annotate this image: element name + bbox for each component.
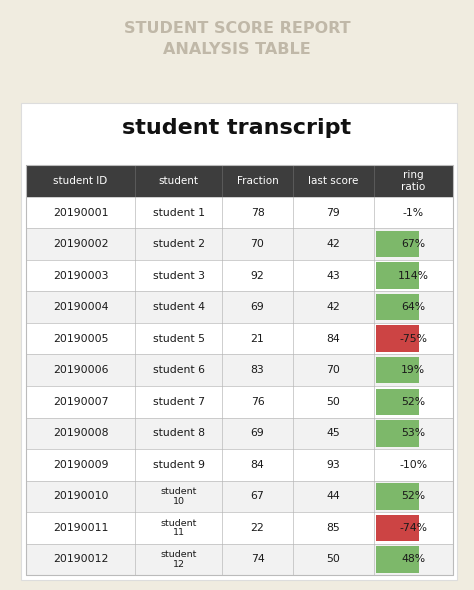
Text: 20190011: 20190011 [53, 523, 108, 533]
Text: student 3: student 3 [153, 271, 205, 281]
Text: 48%: 48% [401, 555, 425, 565]
Text: -75%: -75% [399, 334, 427, 344]
Text: student 4: student 4 [153, 302, 205, 312]
Text: -1%: -1% [402, 208, 424, 218]
Text: 50: 50 [326, 555, 340, 565]
Text: student
10: student 10 [160, 487, 197, 506]
Text: 70: 70 [251, 239, 264, 249]
Text: 43: 43 [326, 271, 340, 281]
Text: student transcript: student transcript [122, 118, 352, 138]
Text: 52%: 52% [401, 491, 425, 502]
Text: 79: 79 [326, 208, 340, 218]
Text: 93: 93 [326, 460, 340, 470]
Text: student 5: student 5 [153, 334, 205, 344]
Text: 19%: 19% [401, 365, 425, 375]
Text: student 2: student 2 [153, 239, 205, 249]
Text: 76: 76 [251, 396, 264, 407]
Text: 84: 84 [251, 460, 264, 470]
Text: 74: 74 [251, 555, 264, 565]
Text: 70: 70 [326, 365, 340, 375]
Text: 20190009: 20190009 [53, 460, 108, 470]
Text: 20190005: 20190005 [53, 334, 108, 344]
Text: Fraction: Fraction [237, 176, 278, 186]
Text: 52%: 52% [401, 396, 425, 407]
Text: 22: 22 [251, 523, 264, 533]
Text: 67: 67 [251, 491, 264, 502]
Text: 44: 44 [326, 491, 340, 502]
Text: 45: 45 [326, 428, 340, 438]
Text: student
11: student 11 [160, 519, 197, 537]
Text: -74%: -74% [399, 523, 427, 533]
Text: 20190002: 20190002 [53, 239, 108, 249]
Text: 84: 84 [326, 334, 340, 344]
Text: ring
ratio: ring ratio [401, 170, 425, 192]
Text: 20190012: 20190012 [53, 555, 108, 565]
Text: 114%: 114% [398, 271, 428, 281]
Text: student 6: student 6 [153, 365, 205, 375]
Text: 53%: 53% [401, 428, 425, 438]
Text: 69: 69 [251, 302, 264, 312]
Text: 64%: 64% [401, 302, 425, 312]
Text: 20190001: 20190001 [53, 208, 108, 218]
Text: student 7: student 7 [153, 396, 205, 407]
Text: 92: 92 [251, 271, 264, 281]
Text: 85: 85 [326, 523, 340, 533]
Text: 20190004: 20190004 [53, 302, 108, 312]
Text: student 8: student 8 [153, 428, 205, 438]
Text: 20190008: 20190008 [53, 428, 108, 438]
Text: 69: 69 [251, 428, 264, 438]
Text: student 1: student 1 [153, 208, 205, 218]
Text: -10%: -10% [399, 460, 427, 470]
Text: 42: 42 [326, 239, 340, 249]
Text: 20190003: 20190003 [53, 271, 108, 281]
Text: student 9: student 9 [153, 460, 205, 470]
Text: 20190007: 20190007 [53, 396, 108, 407]
Text: 21: 21 [251, 334, 264, 344]
Text: 20190006: 20190006 [53, 365, 108, 375]
Text: 83: 83 [251, 365, 264, 375]
Text: student
12: student 12 [160, 550, 197, 569]
Text: 50: 50 [326, 396, 340, 407]
Text: 20190010: 20190010 [53, 491, 108, 502]
Text: 42: 42 [326, 302, 340, 312]
Text: student: student [159, 176, 199, 186]
Text: student ID: student ID [54, 176, 108, 186]
Text: STUDENT SCORE REPORT
ANALYSIS TABLE: STUDENT SCORE REPORT ANALYSIS TABLE [124, 21, 350, 57]
Text: 78: 78 [251, 208, 264, 218]
Text: last score: last score [308, 176, 358, 186]
Text: 67%: 67% [401, 239, 425, 249]
